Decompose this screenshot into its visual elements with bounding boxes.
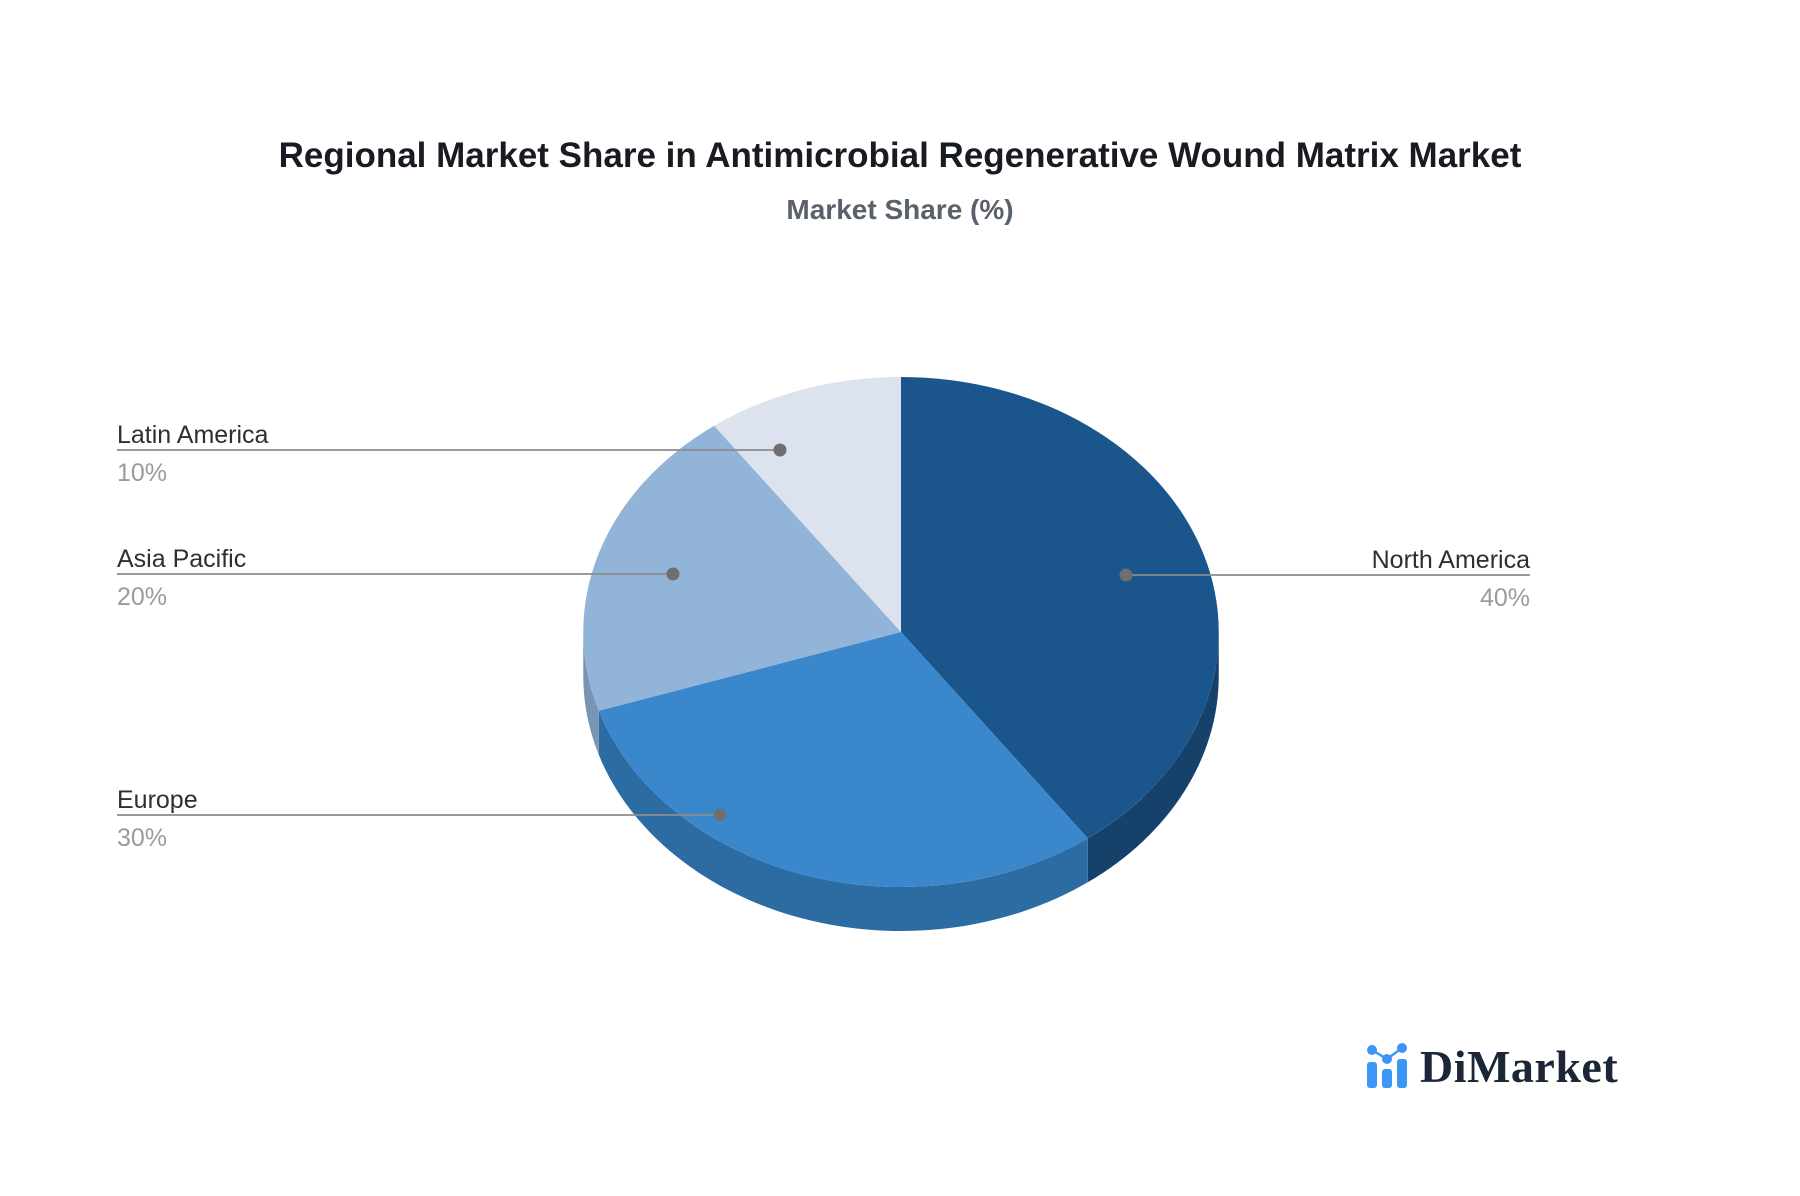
label-asia-pacific: Asia Pacific [117,545,246,573]
leader-dot-north-america [1119,568,1133,582]
pie-rim-asia-pacific [583,632,599,755]
logo-dot [1367,1045,1377,1055]
value-label-asia-pacific: 20% [117,583,167,611]
pie-slice-group [583,377,1219,888]
logo-bar [1367,1062,1377,1088]
pie-rim-north-america [1087,632,1219,883]
logo-dot [1397,1043,1407,1053]
pie-slice-north-america[interactable] [901,377,1219,839]
brand-name: DiMarket [1420,1041,1619,1092]
label-latin-america: Latin America [117,421,269,449]
pie-rim-group [583,632,1219,932]
leader-dot-asia-pacific [666,567,680,581]
value-label-latin-america: 10% [117,459,167,487]
pie-rim-europe [598,710,1088,932]
label-europe: Europe [117,786,198,814]
leader-dot-europe [713,808,727,822]
pie-slice-europe[interactable] [598,632,1088,888]
brand-logo[interactable]: DiMarket [1363,1040,1643,1100]
pie-slice-asia-pacific[interactable] [583,425,901,711]
pie-slice-latin-america[interactable] [714,377,901,632]
value-label-europe: 30% [117,824,167,852]
logo-bar [1397,1059,1407,1088]
value-label-north-america: 40% [1480,584,1530,612]
logo-bar [1382,1069,1392,1088]
chart-title: Regional Market Share in Antimicrobial R… [278,136,1522,175]
logo-dot [1382,1054,1392,1064]
bar-chart-logo-icon [1367,1043,1407,1088]
leader-dot-latin-america [773,443,787,457]
label-north-america: North America [1372,546,1530,574]
chart-subtitle: Market Share (%) [786,194,1014,225]
